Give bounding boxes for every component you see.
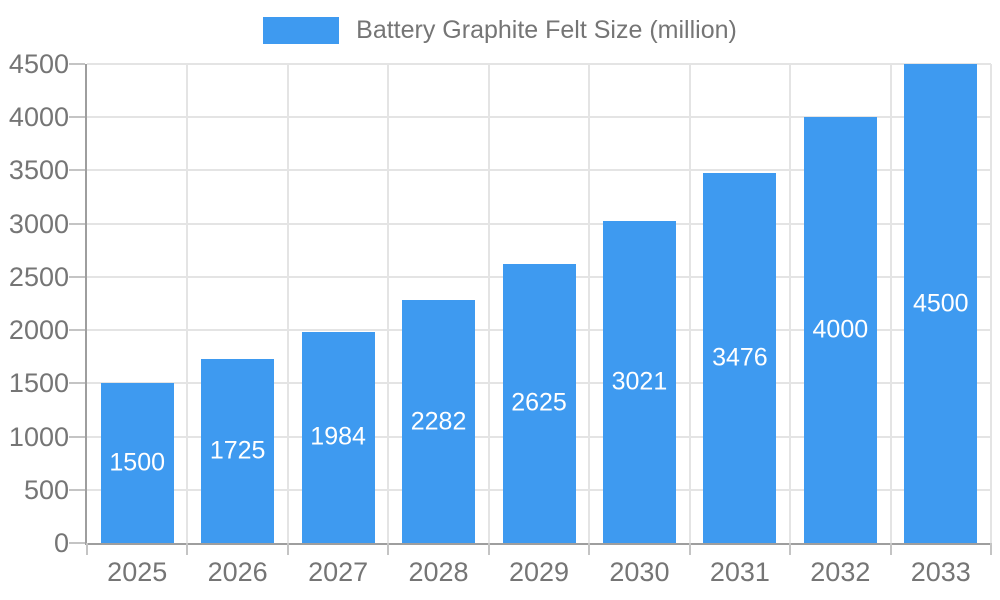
bar-2030[interactable]: 3021 (602, 221, 676, 543)
x-axis-tick (286, 543, 289, 555)
bar-2031[interactable]: 3476 (703, 173, 777, 543)
y-axis-tick-label: 0 (53, 528, 69, 558)
y-axis-tick (69, 275, 85, 278)
legend-label: Battery Graphite Felt Size (million) (356, 16, 737, 44)
y-axis-tick-label: 2500 (8, 261, 69, 292)
y-axis-tick-label: 500 (23, 474, 69, 505)
x-gridline (387, 64, 390, 543)
y-axis-tick-label: 3500 (8, 155, 69, 186)
y-axis-tick (69, 169, 85, 172)
y-gridline (87, 169, 991, 172)
bar-value-label: 2282 (410, 407, 467, 436)
y-axis-tick-label: 3000 (8, 208, 69, 239)
bar-value-label: 3021 (611, 367, 668, 396)
bar-2028[interactable]: 2282 (402, 300, 476, 543)
legend-swatch-icon (263, 17, 340, 44)
y-axis-tick-label: 2000 (8, 315, 69, 346)
y-axis-tick-label: 4000 (8, 102, 69, 133)
x-axis-tick (688, 543, 691, 555)
x-axis-tick (387, 543, 390, 555)
bar-2026[interactable]: 1725 (201, 359, 275, 543)
x-axis-tick-label: 2029 (508, 557, 570, 587)
x-axis-tick (889, 543, 892, 555)
y-axis-tick (69, 222, 85, 225)
x-gridline (688, 64, 691, 543)
legend[interactable]: Battery Graphite Felt Size (million) (0, 17, 1000, 44)
y-axis-tick (69, 382, 85, 385)
y-axis-tick (69, 488, 85, 491)
y-axis-tick-label: 4500 (8, 49, 69, 79)
y-gridline (87, 63, 991, 65)
bar-value-label: 1984 (310, 422, 366, 451)
x-axis-tick (186, 543, 189, 555)
x-axis-line (85, 543, 991, 545)
x-axis-tick-label: 2025 (107, 557, 168, 587)
y-axis-tick-label: 1000 (8, 421, 69, 452)
x-gridline (889, 64, 892, 543)
plot-area: 1500 1725 1984 2282 2625 3021 3476 4000 4500 (69, 63, 992, 555)
x-axis-tick (588, 543, 591, 555)
x-gridline (487, 64, 490, 543)
y-axis-tick (69, 435, 85, 438)
bar-2033[interactable]: 4500 (904, 64, 978, 543)
bar-2027[interactable]: 1984 (301, 331, 375, 543)
x-axis-tick-label: 2031 (709, 557, 770, 587)
bar-value-label: 4500 (912, 289, 969, 317)
x-axis-tick (86, 543, 88, 555)
x-axis-tick-label: 2027 (308, 557, 369, 587)
x-axis-tick-label: 2030 (609, 557, 670, 587)
x-axis-tick-label: 2033 (910, 557, 971, 587)
y-gridline (87, 222, 991, 225)
y-axis-tick (69, 63, 85, 65)
x-axis-tick-label: 2026 (207, 557, 268, 587)
bar-value-label: 3476 (712, 343, 768, 372)
x-gridline (789, 64, 792, 543)
x-axis-tick-label: 2032 (810, 557, 871, 587)
bar-value-label: 4000 (812, 315, 869, 344)
x-axis-tick (789, 543, 792, 555)
y-gridline (87, 116, 991, 119)
x-axis-tick (487, 543, 490, 555)
bar-value-label: 1725 (209, 436, 266, 465)
x-axis-tick (990, 543, 992, 555)
x-axis-tick-label: 2028 (408, 557, 469, 587)
x-gridline (186, 64, 189, 543)
bar-2029[interactable]: 2625 (502, 263, 576, 543)
y-axis-line (85, 64, 87, 543)
x-gridline (588, 64, 591, 543)
y-axis-tick (69, 329, 85, 332)
bar-value-label: 1500 (109, 448, 166, 477)
bar-value-label: 2625 (511, 388, 567, 417)
y-axis-tick-label: 1500 (8, 368, 69, 399)
bar-2025[interactable]: 1500 (100, 383, 174, 543)
bar-2032[interactable]: 4000 (803, 117, 877, 543)
x-gridline (286, 64, 289, 543)
x-gridline (990, 64, 992, 543)
y-axis-tick (69, 542, 85, 544)
y-axis-tick (69, 116, 85, 119)
